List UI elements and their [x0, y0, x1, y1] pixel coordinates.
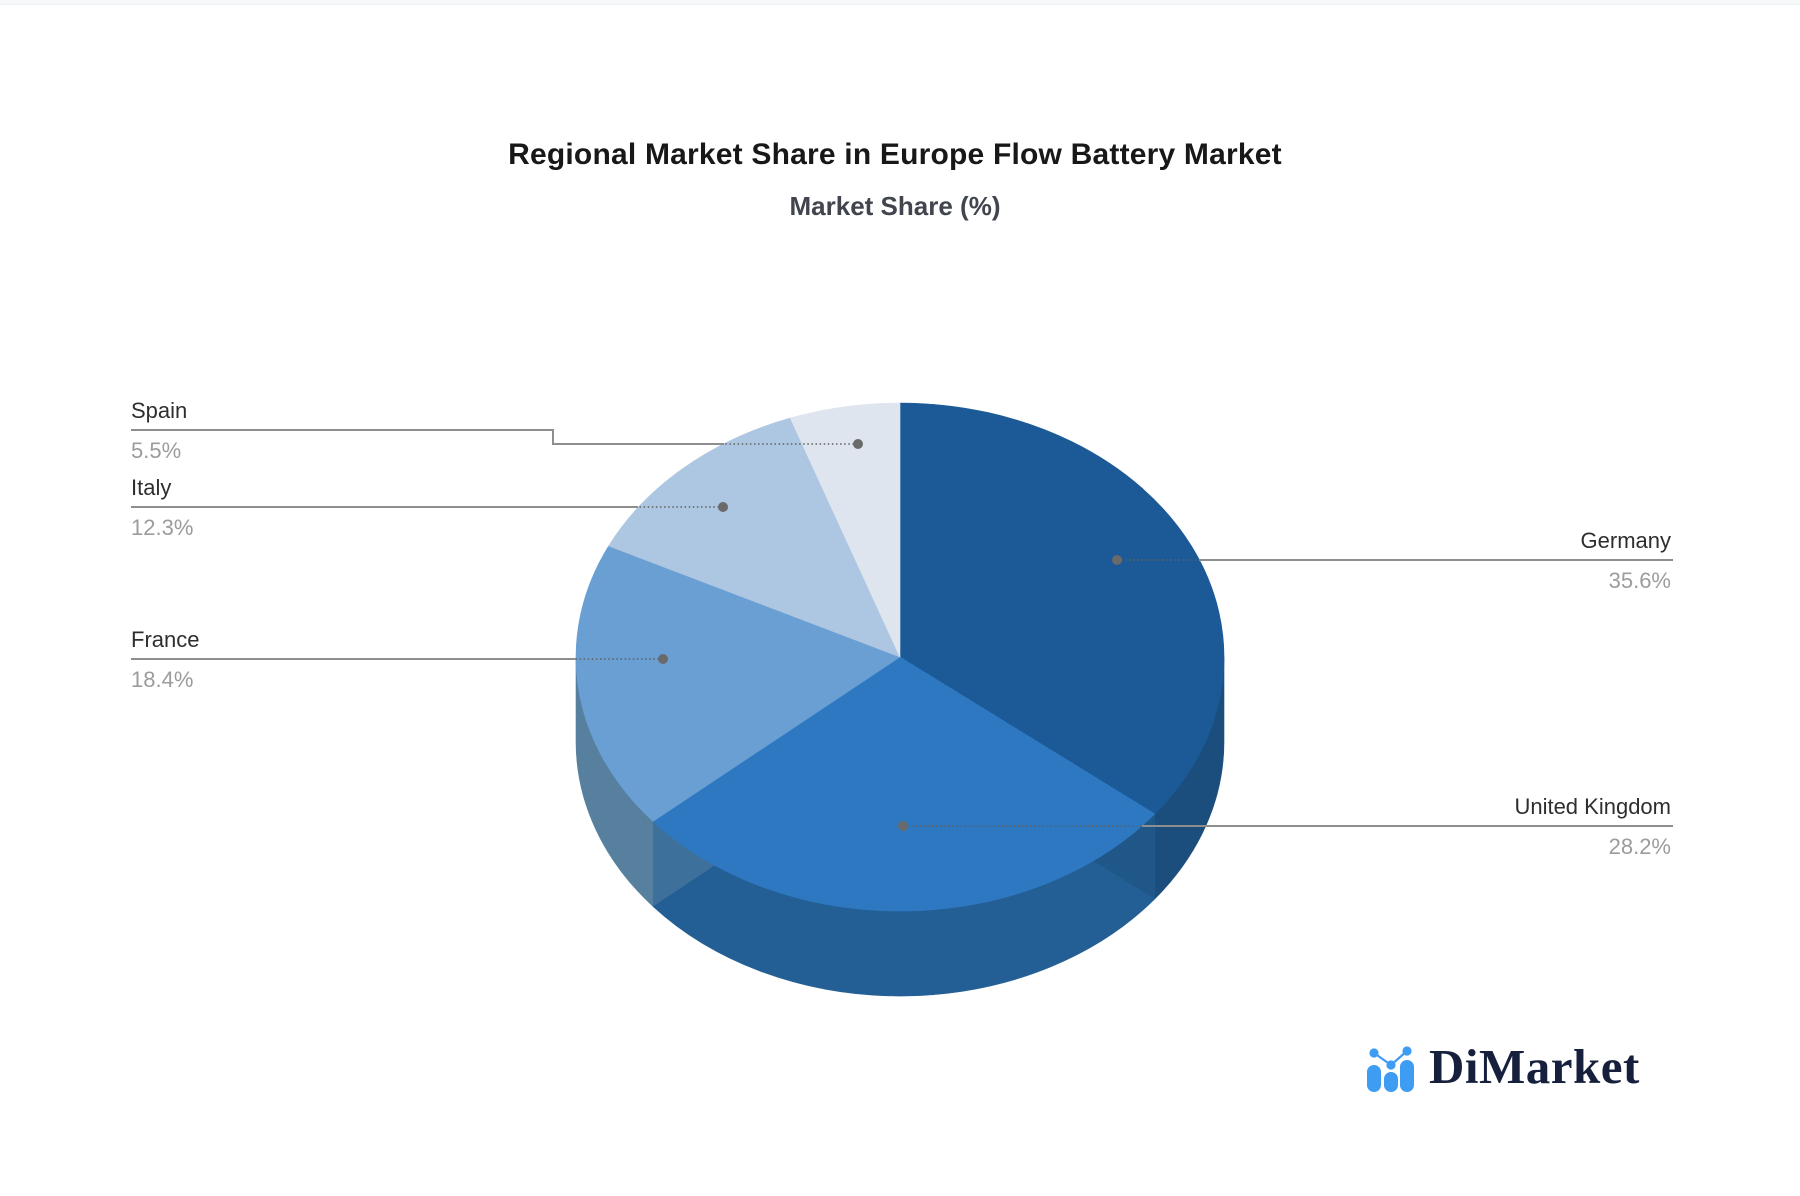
pie-slice-france[interactable]: [575, 545, 901, 822]
top-edge-strip: [0, 0, 1800, 5]
pie-slice-italy[interactable]: [608, 417, 901, 658]
slice-value: 5.5%: [131, 438, 182, 463]
leader-dot-italy: [718, 502, 728, 512]
callout-germany: Germany 35.6%: [1581, 528, 1671, 594]
leader-dot-united-kingdom: [898, 821, 908, 831]
slice-value: 18.4%: [131, 667, 194, 692]
callout-spain: Spain 5.5%: [131, 398, 187, 464]
logo-dot-2: [1386, 1060, 1396, 1070]
dimarket-logo-icon: [1367, 1046, 1414, 1092]
leader-dot-spain: [853, 439, 863, 449]
logo-dot-3: [1402, 1046, 1412, 1056]
leader-dot-france: [658, 654, 668, 664]
slice-label: United Kingdom: [1514, 794, 1671, 819]
pie-slice-united-kingdom[interactable]: [652, 656, 1156, 912]
leader-dot-germany: [1112, 555, 1122, 565]
pie-slice-spain[interactable]: [789, 402, 901, 658]
slice-label: Spain: [131, 398, 188, 423]
dimarket-logo-text: DiMarket: [1429, 1039, 1640, 1094]
slice-label: Italy: [131, 475, 172, 500]
callout-united-kingdom: United Kingdom 28.2%: [1514, 794, 1671, 860]
chart-subtitle: Market Share (%): [789, 191, 1001, 221]
slice-label: France: [131, 627, 200, 652]
slice-value: 12.3%: [131, 515, 194, 540]
slice-value: 28.2%: [1608, 834, 1671, 859]
dimarket-logo: DiMarket: [1363, 1040, 1640, 1092]
callout-italy: Italy 12.3%: [131, 475, 193, 541]
leader-line-spain: [131, 429, 724, 445]
logo-bar-3: [1400, 1060, 1414, 1092]
slice-label: Germany: [1580, 528, 1671, 553]
callout-france: France 18.4%: [131, 627, 199, 693]
pie-slice-germany[interactable]: [899, 402, 1225, 815]
logo-bar-1: [1367, 1065, 1381, 1092]
chart-title: Regional Market Share in Europe Flow Bat…: [508, 138, 1282, 171]
slice-value: 35.6%: [1608, 568, 1671, 593]
logo-dot-1: [1369, 1048, 1379, 1058]
logo-bar-2: [1384, 1072, 1398, 1092]
